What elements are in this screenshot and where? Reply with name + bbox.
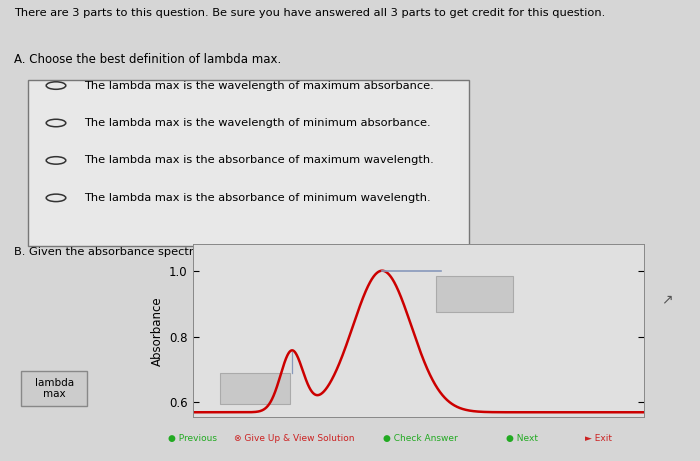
Text: The lambda max is the wavelength of minimum absorbance.: The lambda max is the wavelength of mini… xyxy=(84,118,430,128)
Text: The lambda max is the absorbance of minimum wavelength.: The lambda max is the absorbance of mini… xyxy=(84,193,430,203)
Text: ► Exit: ► Exit xyxy=(585,434,612,443)
Text: There are 3 parts to this question. Be sure you have answered all 3 parts to get: There are 3 parts to this question. Be s… xyxy=(14,8,606,18)
Bar xyxy=(28,80,469,246)
Text: A. Choose the best definition of lambda max.: A. Choose the best definition of lambda … xyxy=(14,53,281,66)
Text: The lambda max is the wavelength of maximum absorbance.: The lambda max is the wavelength of maxi… xyxy=(84,81,434,90)
Text: B. Given the absorbance spectrum below, drag the label to the bin that best appr: B. Given the absorbance spectrum below, … xyxy=(14,247,610,257)
Bar xyxy=(220,373,290,404)
Text: The lambda max is the absorbance of maximum wavelength.: The lambda max is the absorbance of maxi… xyxy=(84,155,434,165)
Text: ⊗ Give Up & View Solution: ⊗ Give Up & View Solution xyxy=(234,434,354,443)
Text: lambda
max: lambda max xyxy=(35,378,74,399)
Bar xyxy=(436,276,513,312)
Text: ● Previous: ● Previous xyxy=(168,434,217,443)
Text: ● Check Answer: ● Check Answer xyxy=(383,434,457,443)
Y-axis label: Absorbance: Absorbance xyxy=(150,296,164,366)
Text: ● Next: ● Next xyxy=(505,434,538,443)
Text: ↗: ↗ xyxy=(662,293,673,307)
